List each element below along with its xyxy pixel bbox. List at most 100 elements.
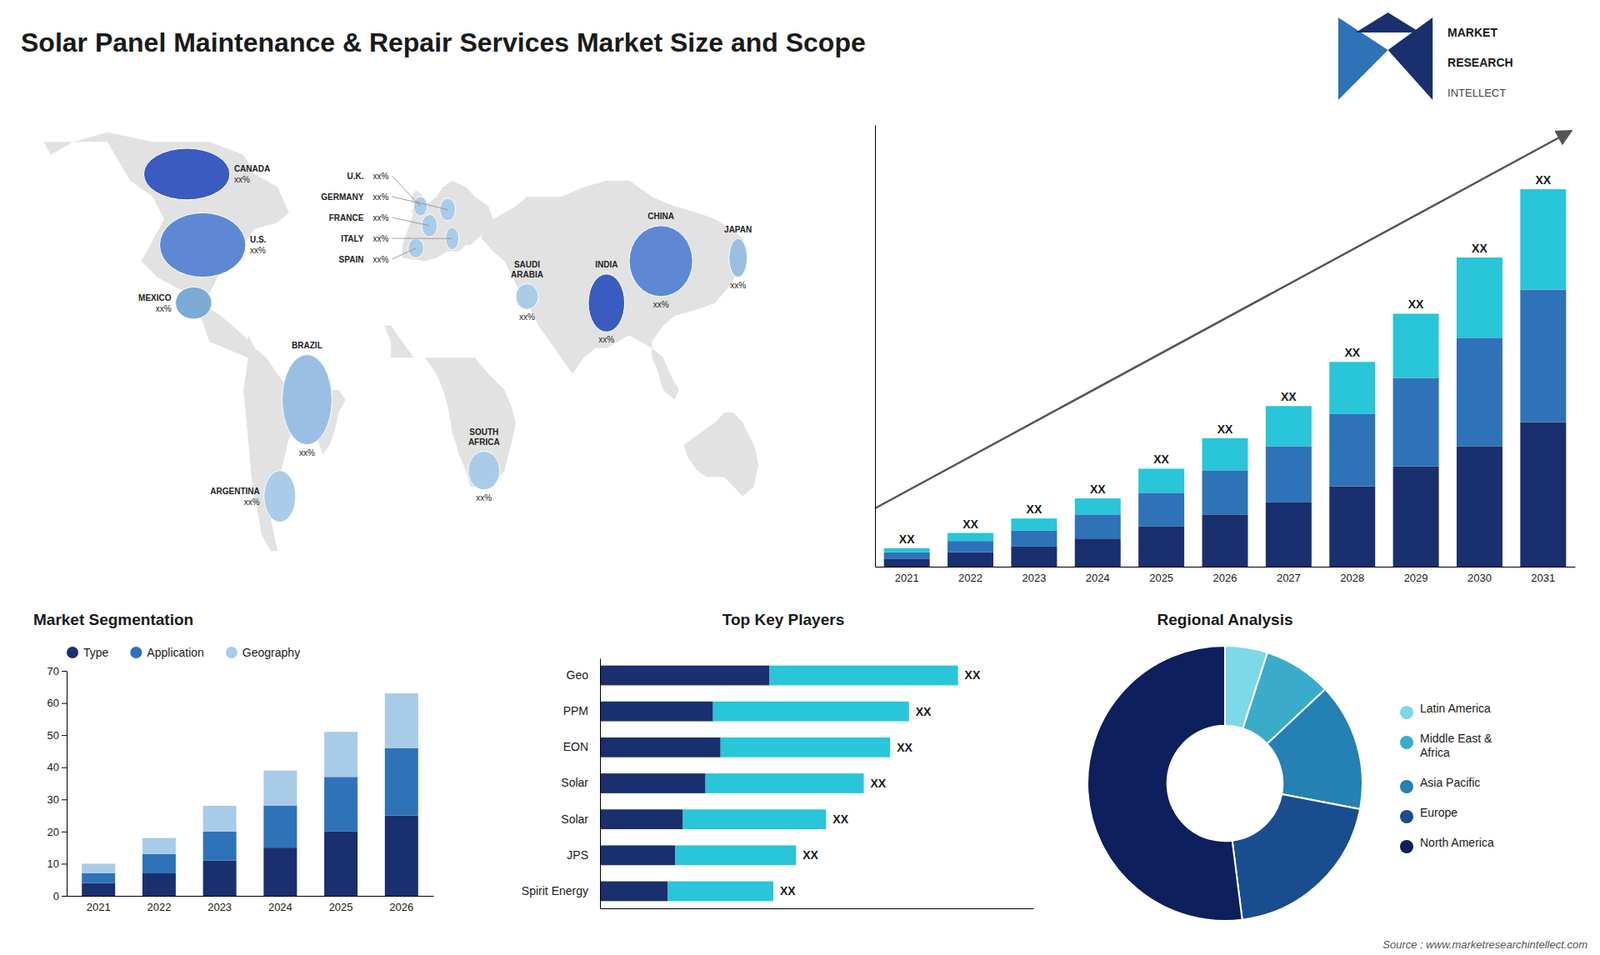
data-label: XX xyxy=(965,668,981,682)
tick: 2024 xyxy=(268,900,293,914)
tick: 2023 xyxy=(207,900,232,914)
tick: 60 xyxy=(47,696,67,710)
tick: 2030 xyxy=(1467,571,1492,585)
legend-marker xyxy=(1400,735,1414,750)
text-line: North America xyxy=(1420,835,1495,850)
plot-area xyxy=(81,693,419,896)
axis-line xyxy=(600,908,1035,910)
plot-area xyxy=(1087,645,1363,921)
bar xyxy=(947,533,994,542)
text-line: ARGENTINA xyxy=(210,486,260,496)
tick: 2026 xyxy=(1213,571,1238,585)
legend-label: Type xyxy=(83,645,110,660)
bar xyxy=(1456,257,1503,338)
country-share: xx% xyxy=(373,171,390,181)
legend-marker xyxy=(1400,705,1414,720)
text-line: FRANCE xyxy=(329,213,365,223)
bar xyxy=(947,552,994,567)
country-share: xx% xyxy=(598,335,615,345)
tick-label: 30 xyxy=(47,793,60,806)
bar xyxy=(1265,445,1312,502)
text-line: ITALY xyxy=(340,234,365,244)
country-name: SAUDIARABIA xyxy=(510,260,544,280)
logo-shape xyxy=(1355,12,1420,33)
tick-label: 70 xyxy=(47,665,60,678)
country-share: xx% xyxy=(234,175,250,185)
bar xyxy=(1393,378,1440,467)
bar xyxy=(385,693,419,749)
tick-label: 2026 xyxy=(389,900,414,914)
bar xyxy=(1138,492,1185,526)
tick: 2031 xyxy=(1530,571,1555,585)
tick-label: 2021 xyxy=(86,900,111,914)
tick-mark xyxy=(61,670,67,672)
country-name: ARGENTINA xyxy=(210,486,260,496)
bar xyxy=(947,540,994,552)
text-line: BRAZIL xyxy=(291,340,323,350)
bar xyxy=(1393,466,1440,567)
country-share: xx% xyxy=(250,245,266,255)
tick-label: 2025 xyxy=(1149,571,1174,585)
bar xyxy=(81,863,115,874)
bar xyxy=(705,773,865,794)
bar xyxy=(203,860,237,896)
tick-label: 2023 xyxy=(1021,571,1046,585)
legend-marker xyxy=(1400,780,1414,794)
bar xyxy=(203,831,237,861)
bar xyxy=(263,805,297,848)
country-name: GERMANY xyxy=(320,192,364,202)
bar xyxy=(884,558,930,567)
text-line: AFRICA xyxy=(468,437,500,447)
tick-label: Solar xyxy=(560,812,589,826)
legend-marker xyxy=(66,646,79,659)
bar xyxy=(142,854,176,874)
continent xyxy=(683,412,759,497)
tick-label: 2024 xyxy=(268,900,293,914)
country-share: xx% xyxy=(244,497,260,507)
tick: 2024 xyxy=(1085,571,1110,585)
bar xyxy=(600,881,668,902)
series xyxy=(667,665,958,902)
chart-title: Market Segmentation xyxy=(33,610,194,629)
country-share: xx% xyxy=(730,280,746,290)
legend-item: Latin America xyxy=(1400,701,1491,720)
legend-marker xyxy=(130,646,142,659)
bar xyxy=(1010,518,1057,530)
text-line: CANADA xyxy=(234,164,270,174)
country-share: xx% xyxy=(373,234,390,244)
country-share: xx% xyxy=(475,493,492,503)
bar xyxy=(324,731,358,777)
legend: TypeApplicationGeography xyxy=(66,645,300,660)
leader-line xyxy=(391,248,416,260)
country-region xyxy=(588,274,625,333)
country-region xyxy=(160,212,246,277)
tick: 10 xyxy=(47,857,67,870)
data-label: XX xyxy=(1408,297,1425,311)
bar xyxy=(600,737,721,758)
tick: 2022 xyxy=(146,900,171,914)
country-name: INDIA xyxy=(595,260,618,270)
bar xyxy=(1075,538,1121,567)
tick-mark xyxy=(61,863,67,865)
bar xyxy=(324,831,358,896)
data-labels: XXXXXXXXXXXXXXXXXXXXXX xyxy=(899,173,1552,546)
trend-arrow xyxy=(875,131,1570,509)
tick: 2025 xyxy=(329,900,354,914)
continent xyxy=(243,335,346,551)
text-line: SPAIN xyxy=(339,255,365,265)
tick-mark xyxy=(61,895,67,897)
text-line: GERMANY xyxy=(320,192,364,202)
text-line: INDIA xyxy=(595,260,618,270)
legend-label: Latin America xyxy=(1420,701,1491,715)
country-name: ITALY xyxy=(340,234,365,244)
country-name: U.S. xyxy=(250,235,267,245)
tick: 0 xyxy=(53,890,67,903)
country-region xyxy=(729,238,748,277)
tick-label: 40 xyxy=(47,760,60,774)
bar xyxy=(1138,468,1185,493)
bar xyxy=(1265,502,1312,567)
tick: PPM xyxy=(563,704,589,718)
bar xyxy=(600,665,770,686)
legend-label: Middle East &Africa xyxy=(1420,731,1493,760)
axis-line xyxy=(600,659,601,910)
